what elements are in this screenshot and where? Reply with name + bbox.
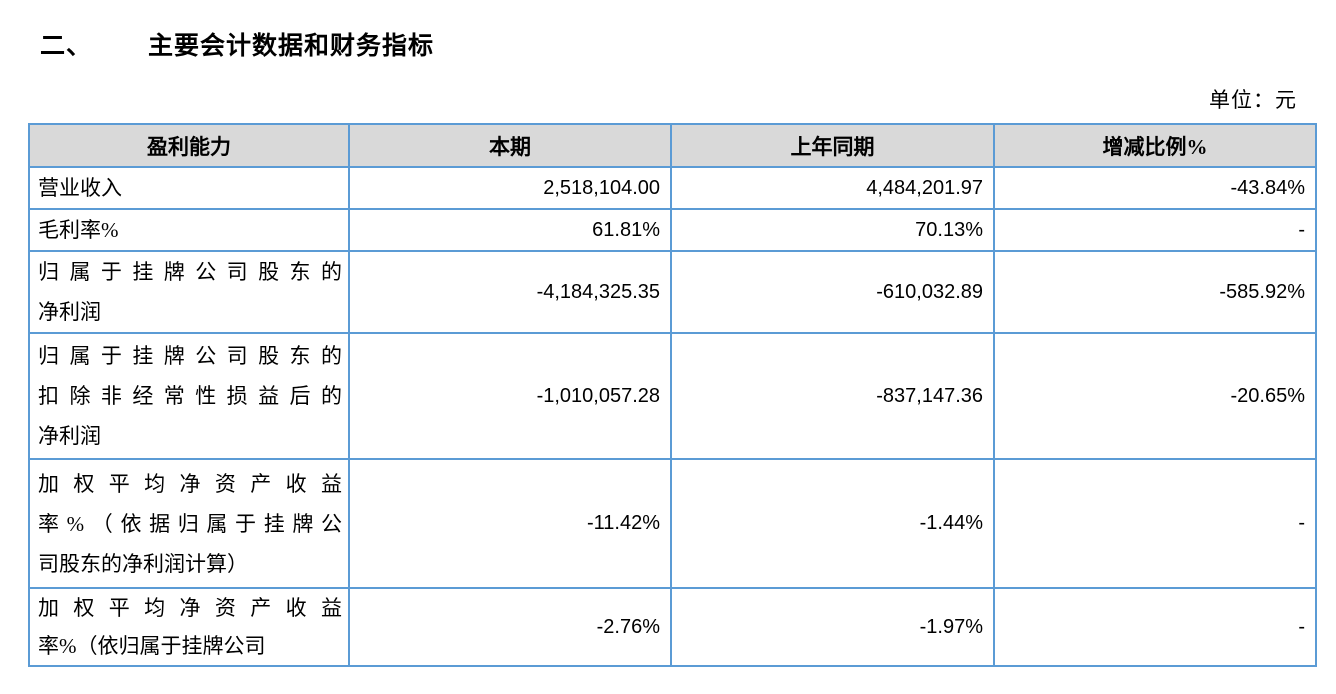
table-row-revenue: 营业收入 2,518,104.00 4,484,201.97 -43.84% <box>28 166 1317 210</box>
section-title-text: 主要会计数据和财务指标 <box>148 33 435 60</box>
table-row-net-profit: 归属于挂牌公司股东的 净利润 -4,184,325.35 -610,032.89… <box>28 250 1317 334</box>
table-row-weighted-avg-roe-truncated: 加权平均净资产收益 率%（依归属于挂牌公司 -2.76% -1.97% - <box>28 587 1317 667</box>
unit-label: 单位：元 <box>1209 88 1297 112</box>
value-prior: -837,147.36 <box>670 332 995 460</box>
value-prior: -1.97% <box>670 587 995 667</box>
value-change: - <box>993 458 1317 589</box>
col-header-profitability: 盈利能力 <box>28 123 350 168</box>
value-prior: 4,484,201.97 <box>670 166 995 210</box>
value-current: -4,184,325.35 <box>348 250 672 334</box>
table-row-weighted-avg-roe: 加权平均净资产收益 率%（依据归属于挂牌公 司股东的净利润计算） -11.42%… <box>28 458 1317 589</box>
section-number: 二、 <box>40 33 93 60</box>
value-prior: -1.44% <box>670 458 995 589</box>
value-current: 61.81% <box>348 208 672 252</box>
col-header-current-period: 本期 <box>348 123 672 168</box>
value-prior: -610,032.89 <box>670 250 995 334</box>
value-current: -2.76% <box>348 587 672 667</box>
table-row-gross-margin: 毛利率% 61.81% 70.13% - <box>28 208 1317 252</box>
value-current: -1,010,057.28 <box>348 332 672 460</box>
value-change: -585.92% <box>993 250 1317 334</box>
col-header-prior-period: 上年同期 <box>670 123 995 168</box>
value-current: -11.42% <box>348 458 672 589</box>
row-label: 归属于挂牌公司股东的 扣除非经常性损益后的 净利润 <box>28 332 350 460</box>
table-header-row: 盈利能力 本期 上年同期 增减比例% <box>28 123 1317 168</box>
section-title: 二、 主要会计数据和财务指标 <box>40 26 434 62</box>
value-change: - <box>993 208 1317 252</box>
row-label: 归属于挂牌公司股东的 净利润 <box>28 250 350 334</box>
value-change: -20.65% <box>993 332 1317 460</box>
row-label: 加权平均净资产收益 率%（依归属于挂牌公司 <box>28 587 350 667</box>
value-current: 2,518,104.00 <box>348 166 672 210</box>
value-change: - <box>993 587 1317 667</box>
row-label: 毛利率% <box>28 208 350 252</box>
value-prior: 70.13% <box>670 208 995 252</box>
row-label: 营业收入 <box>28 166 350 210</box>
financial-indicators-table: 盈利能力 本期 上年同期 增减比例% 营业收入 2,518,104.00 4,4… <box>28 123 1317 667</box>
value-change: -43.84% <box>993 166 1317 210</box>
row-label: 加权平均净资产收益 率%（依据归属于挂牌公 司股东的净利润计算） <box>28 458 350 589</box>
col-header-change-ratio: 增减比例% <box>993 123 1317 168</box>
table-row-net-profit-excl-nonrecurring: 归属于挂牌公司股东的 扣除非经常性损益后的 净利润 -1,010,057.28 … <box>28 332 1317 460</box>
